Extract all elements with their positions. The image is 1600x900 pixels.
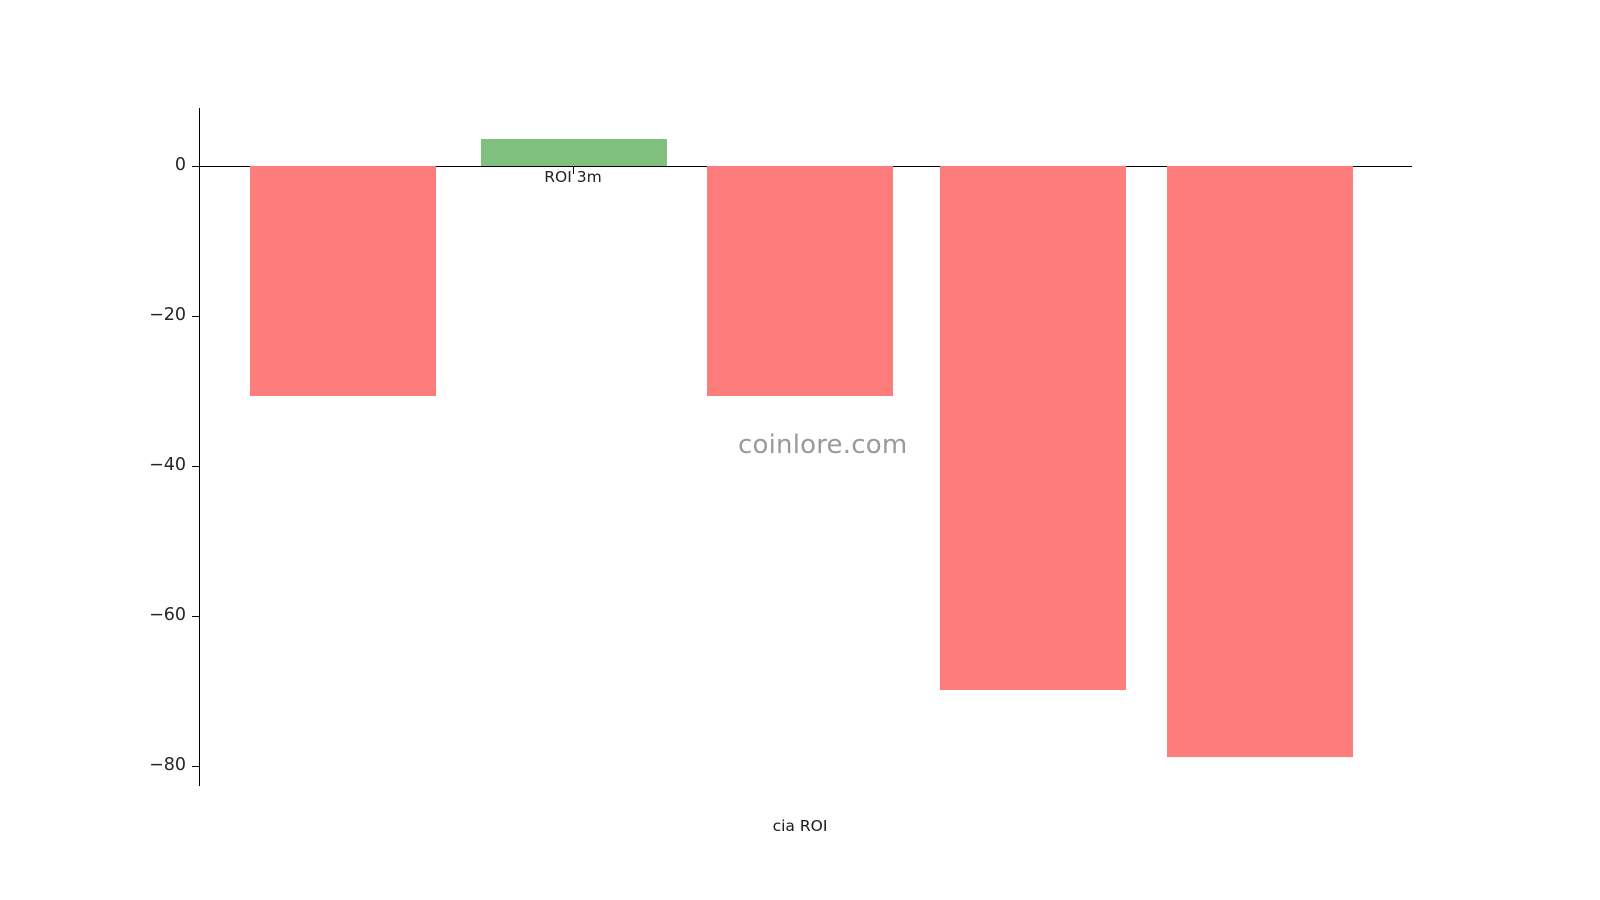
bar-3 bbox=[940, 165, 1126, 690]
y-tick-mark-4 bbox=[192, 765, 200, 767]
bar-1 bbox=[481, 138, 667, 166]
y-tick-label-2: −40 bbox=[149, 455, 186, 475]
x-tick-label-0: ROI 3m bbox=[544, 168, 602, 186]
bar-2 bbox=[707, 165, 893, 396]
x-tick-mark-0 bbox=[573, 166, 575, 174]
y-tick-label-0: 0 bbox=[174, 155, 186, 175]
y-axis-spine bbox=[199, 108, 201, 786]
y-tick-label-4: −80 bbox=[149, 755, 186, 775]
y-tick-label-3: −60 bbox=[149, 605, 186, 625]
y-tick-mark-3 bbox=[192, 615, 200, 617]
coinlore-watermark: coinlore.com bbox=[738, 430, 908, 460]
y-tick-label-1: −20 bbox=[149, 305, 186, 325]
bar-4 bbox=[1167, 165, 1353, 757]
bar-0 bbox=[250, 165, 436, 396]
y-tick-mark-2 bbox=[192, 465, 200, 467]
y-tick-mark-0 bbox=[192, 165, 200, 167]
y-tick-mark-1 bbox=[192, 315, 200, 317]
x-axis-label: cia ROI bbox=[772, 817, 828, 835]
